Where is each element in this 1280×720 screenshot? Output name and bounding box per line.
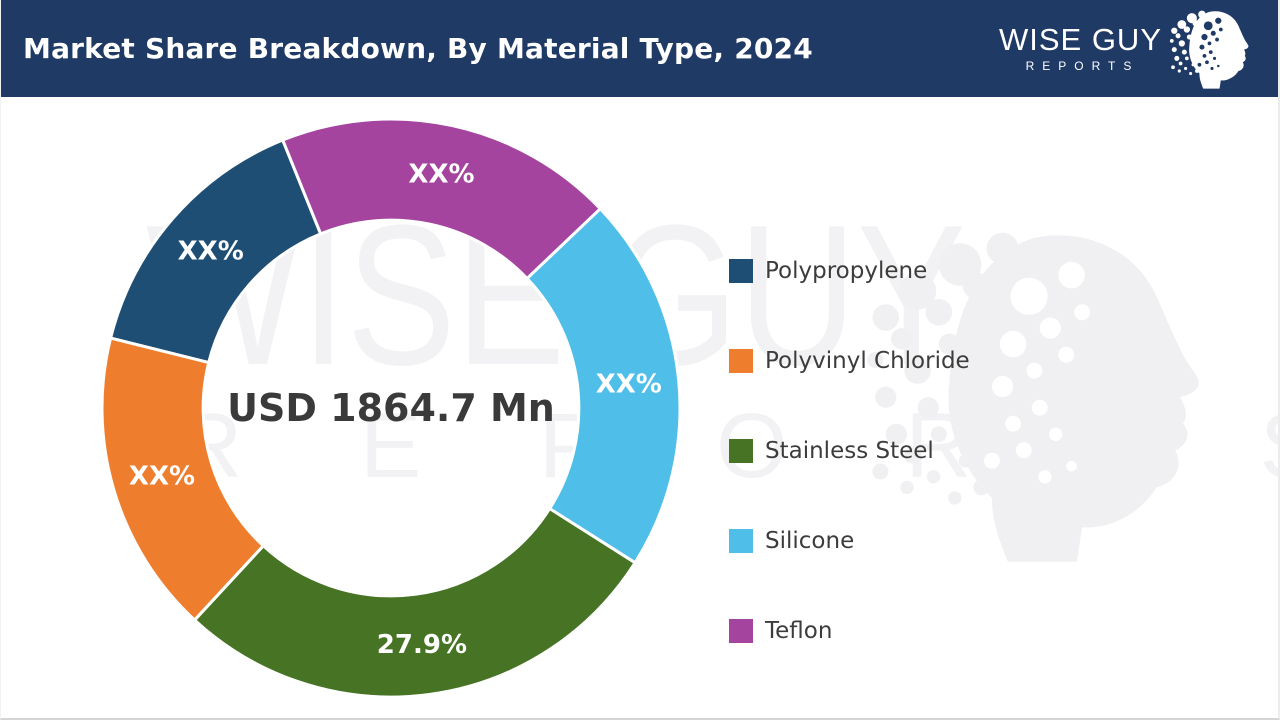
donut-segment-silicone — [525, 207, 682, 565]
brand-name: WISE GUY — [998, 22, 1162, 57]
brand-logo: WISE GUY REPORTS — [999, 8, 1256, 90]
segment-label-polyvinyl-chloride: XX% — [129, 461, 195, 491]
legend-swatch-polypropylene — [729, 259, 753, 283]
legend-swatch-polyvinyl-chloride — [729, 349, 753, 373]
legend-label-polyvinyl-chloride: Polyvinyl Chloride — [765, 348, 970, 374]
legend-label-silicone: Silicone — [765, 528, 855, 554]
legend-item-stainless-steel: Stainless Steel — [729, 439, 970, 463]
segment-label-stainless-steel: 27.9% — [377, 630, 467, 660]
chart-legend: Polypropylene Polyvinyl Chloride Stainless… — [729, 259, 970, 643]
header-bar: Market Share Breakdown, By Material Type… — [1, 0, 1278, 97]
donut-segment-stainless-steel — [193, 507, 637, 699]
segment-label-teflon: XX% — [408, 160, 474, 190]
segment-label-polypropylene: XX% — [178, 236, 244, 266]
legend-swatch-teflon — [729, 619, 753, 643]
brand-face-icon — [1168, 8, 1256, 90]
page-title: Market Share Breakdown, By Material Type… — [23, 32, 813, 65]
donut-center-value: USD 1864.7 Mn — [227, 386, 555, 430]
donut-segment-teflon — [281, 117, 602, 280]
legend-label-polypropylene: Polypropylene — [765, 258, 928, 284]
legend-item-polyvinyl-chloride: Polyvinyl Chloride — [729, 349, 970, 373]
brand-subtitle: REPORTS — [1025, 59, 1140, 73]
legend-swatch-stainless-steel — [729, 439, 753, 463]
legend-item-teflon: Teflon — [729, 619, 970, 643]
legend-item-polypropylene: Polypropylene — [729, 259, 970, 283]
watermark-face-icon — [859, 222, 1231, 567]
segment-label-silicone: XX% — [596, 370, 662, 400]
legend-label-teflon: Teflon — [765, 618, 833, 644]
legend-label-stainless-steel: Stainless Steel — [765, 438, 934, 464]
legend-swatch-silicone — [729, 529, 753, 553]
legend-item-silicone: Silicone — [729, 529, 970, 553]
brand-logo-text: WISE GUY REPORTS — [999, 24, 1162, 73]
